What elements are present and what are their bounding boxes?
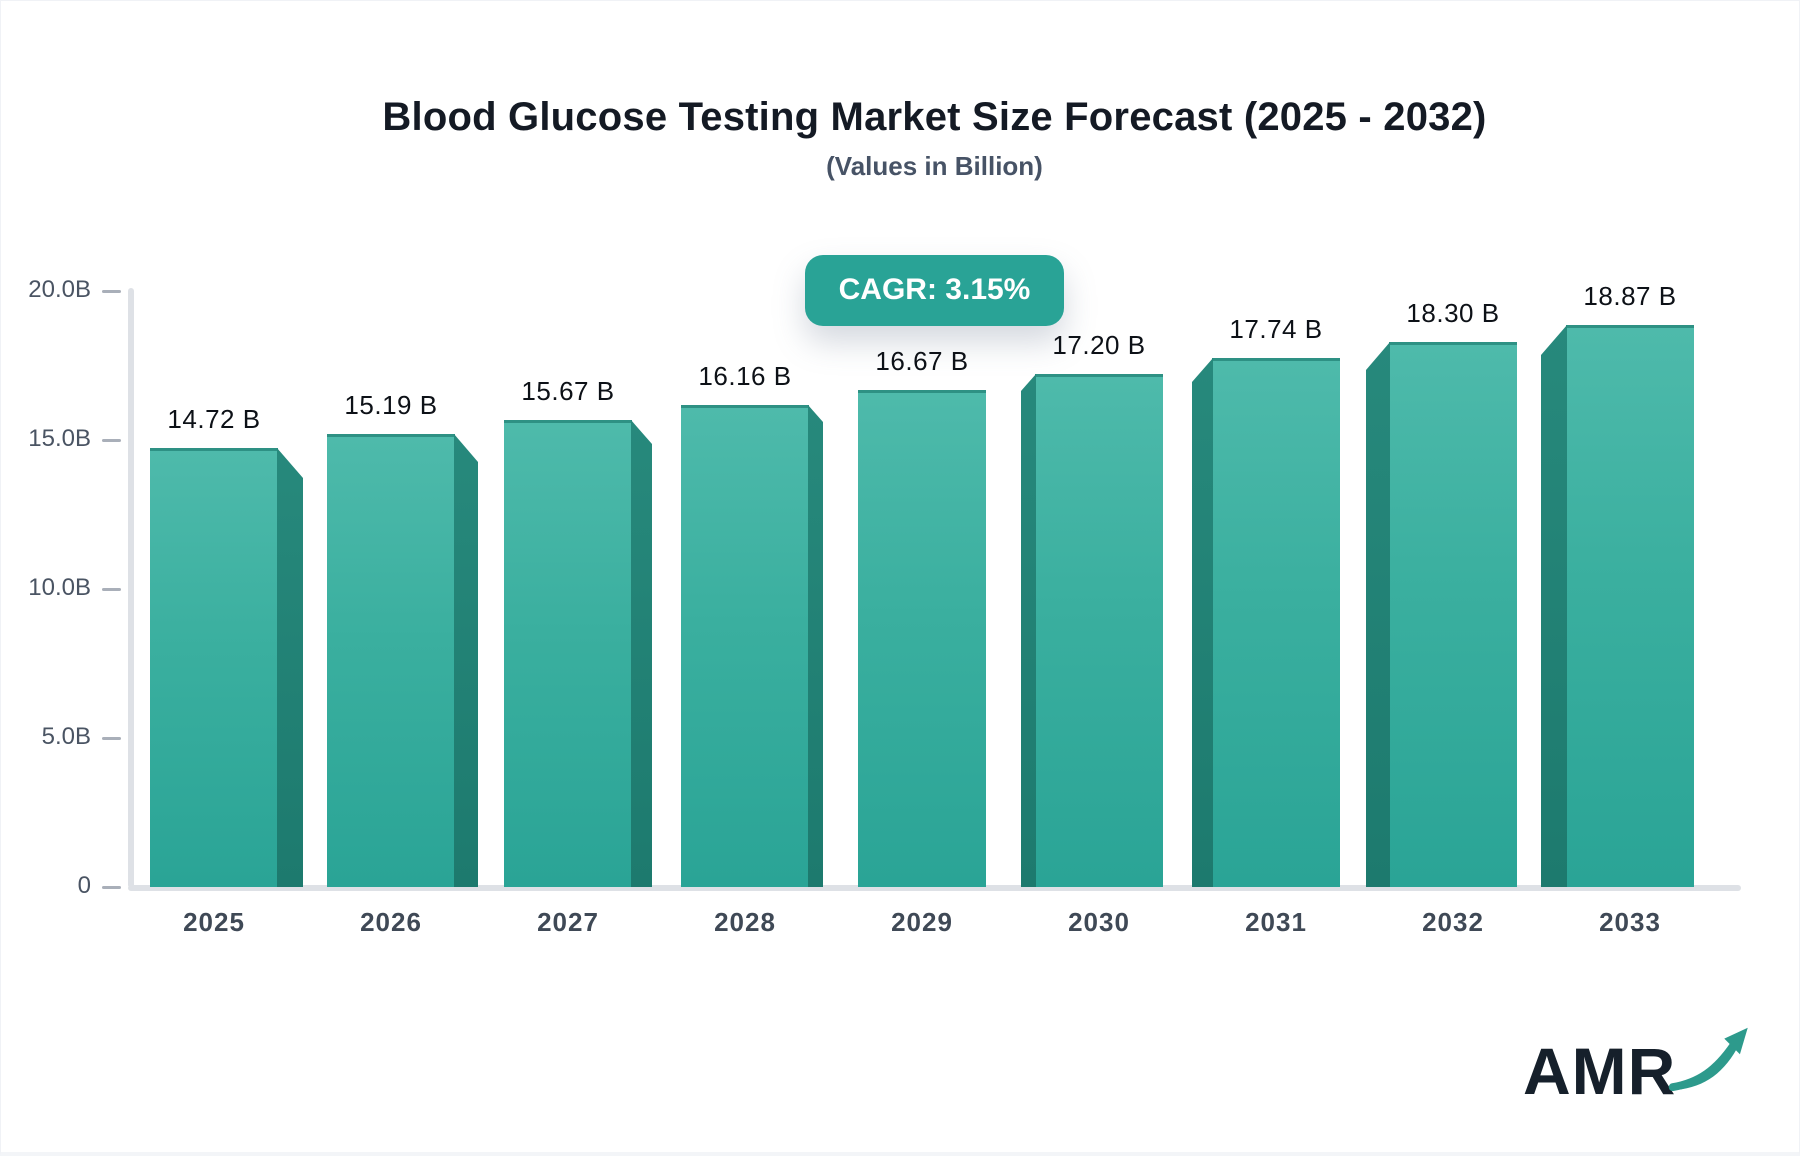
bar-value-2026: 15.19 B: [344, 390, 438, 420]
bar-2025[interactable]: [150, 448, 278, 887]
bar-2028-side: [808, 405, 823, 887]
x-axis-label-2028: 2028: [714, 907, 776, 937]
y-axis-label-5.0B: 5.0B: [41, 723, 91, 750]
bar-2029[interactable]: [858, 390, 986, 887]
bar-value-2025: 14.72 B: [167, 404, 261, 434]
y-axis-tick-dash: [102, 737, 121, 740]
bar-2030-side: [1021, 374, 1036, 887]
y-axis-tick-dash: [102, 886, 121, 889]
bar-value-2028: 16.16 B: [698, 361, 792, 391]
chart-subtitle: (Values in Billion): [826, 151, 1043, 181]
y-axis-tick-dash: [102, 290, 121, 293]
growth-arrow-icon: [1668, 1023, 1754, 1100]
bar-2026[interactable]: [327, 434, 455, 887]
y-axis-label-20.0B: 20.0B: [28, 276, 91, 303]
x-axis-label-2030: 2030: [1068, 907, 1130, 937]
bar-2032-side: [1366, 342, 1390, 887]
y-axis-tick-dash: [102, 439, 121, 442]
x-axis-label-2033: 2033: [1599, 907, 1661, 937]
bar-2027-side: [631, 420, 652, 887]
y-axis-line: [128, 288, 134, 888]
x-axis-label-2026: 2026: [360, 907, 422, 937]
bar-2033[interactable]: [1566, 325, 1694, 887]
x-axis-label-2029: 2029: [891, 907, 953, 937]
amr-logo[interactable]: AMR: [1523, 1023, 1754, 1104]
bar-value-2030: 17.20 B: [1052, 330, 1146, 360]
cagr-badge-row: CAGR: 3.15%: [128, 255, 1741, 326]
x-axis-baseline: [128, 885, 1741, 891]
bar-2030[interactable]: [1035, 374, 1163, 887]
bar-2027[interactable]: [504, 420, 632, 887]
x-axis-label-2027: 2027: [537, 907, 599, 937]
bar-2031[interactable]: [1212, 358, 1340, 887]
bar-2028[interactable]: [681, 405, 809, 887]
amr-logo-text: AMR: [1523, 1034, 1677, 1108]
chart-title: Blood Glucose Testing Market Size Foreca…: [382, 95, 1487, 139]
bar-value-2033: 18.87 B: [1583, 281, 1677, 311]
y-axis-label-15.0B: 15.0B: [28, 425, 91, 452]
bar-2025-side: [277, 448, 303, 887]
bar-2026-side: [454, 434, 478, 887]
bar-2032[interactable]: [1389, 342, 1517, 887]
bar-value-2029: 16.67 B: [875, 346, 969, 376]
bar-2033-side: [1541, 325, 1567, 887]
bar-2031-side: [1192, 358, 1213, 887]
x-axis-label-2031: 2031: [1245, 907, 1307, 937]
y-axis-label-0: 0: [77, 872, 91, 899]
x-axis-label-2032: 2032: [1422, 907, 1484, 937]
y-axis-label-10.0B: 10.0B: [28, 574, 91, 601]
bar-value-2031: 17.74 B: [1229, 314, 1323, 344]
x-axis-label-2025: 2025: [183, 907, 245, 937]
bar-value-2027: 15.67 B: [521, 376, 615, 406]
bar-value-2032: 18.30 B: [1406, 298, 1500, 328]
cagr-badge: CAGR: 3.15%: [804, 255, 1065, 326]
y-axis-tick-dash: [102, 588, 121, 591]
